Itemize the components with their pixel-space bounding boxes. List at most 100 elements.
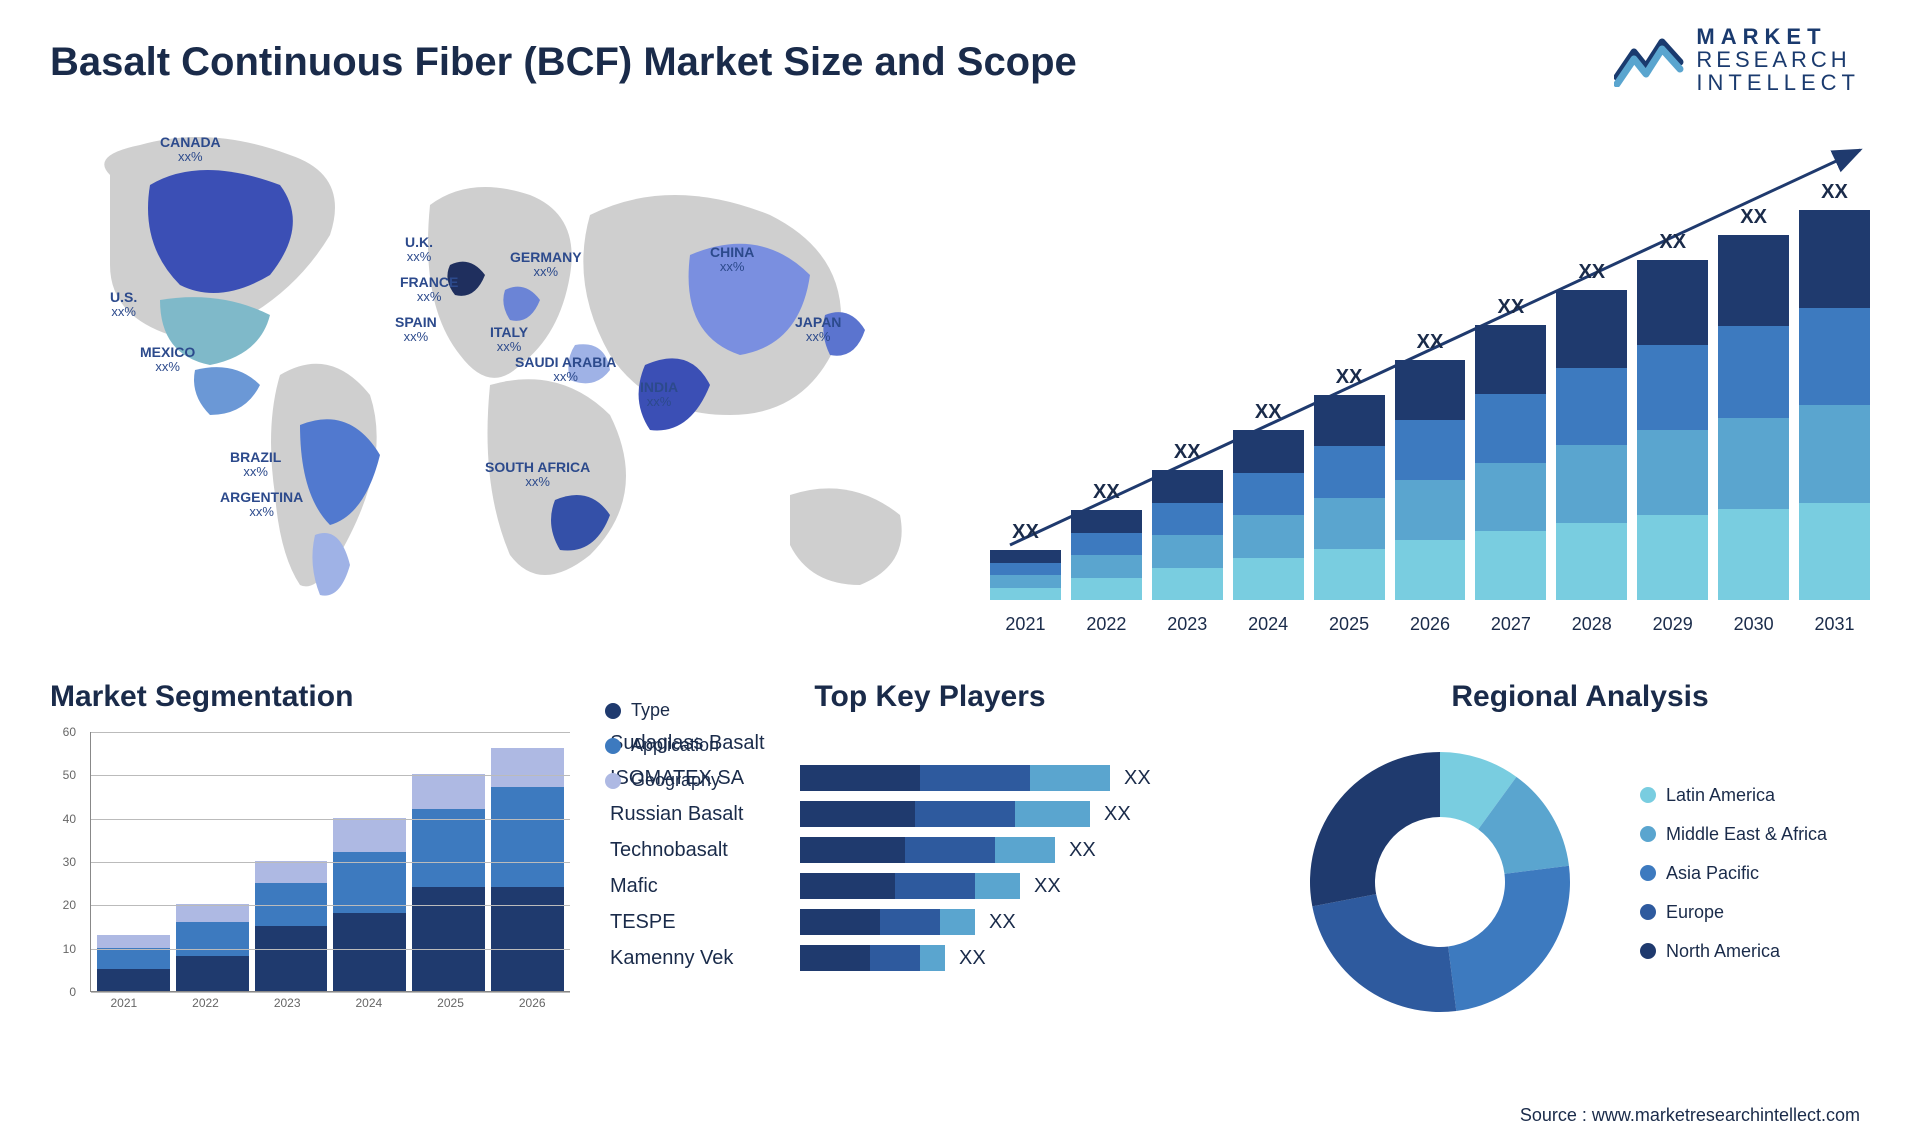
donut-slice <box>1310 752 1440 906</box>
logo-mark-icon <box>1614 32 1684 87</box>
growth-year-label: 2024 <box>1233 614 1304 635</box>
map-label-spain: SPAINxx% <box>395 315 437 345</box>
player-name: Kamenny Vek <box>610 947 800 970</box>
seg-legend-item: Application <box>605 735 720 756</box>
growth-bar-2024: XX <box>1233 401 1304 600</box>
player-bar <box>800 837 1055 863</box>
map-label-brazil: BRAZILxx% <box>230 450 281 480</box>
growth-bar-2029: XX <box>1637 231 1708 600</box>
growth-bar-2026: XX <box>1395 331 1466 600</box>
player-value: XX <box>1104 803 1131 826</box>
growth-year-label: 2023 <box>1152 614 1223 635</box>
segmentation-title: Market Segmentation <box>50 680 570 714</box>
map-label-u-s-: U.S.xx% <box>110 290 137 320</box>
seg-year-label: 2024 <box>331 996 407 1010</box>
growth-year-label: 2021 <box>990 614 1061 635</box>
seg-ytick: 50 <box>63 768 76 782</box>
growth-bar-2022: XX <box>1071 481 1142 600</box>
growth-bar-value: XX <box>1012 521 1039 544</box>
seg-bar-2026 <box>491 748 564 991</box>
segmentation-legend: TypeApplicationGeography <box>605 700 720 805</box>
player-bar <box>800 945 945 971</box>
growth-bar-value: XX <box>1578 261 1605 284</box>
growth-bar-value: XX <box>1336 366 1363 389</box>
map-label-argentina: ARGENTINAxx% <box>220 490 303 520</box>
growth-bar-2028: XX <box>1556 261 1627 600</box>
regional-legend-item: North America <box>1640 941 1827 962</box>
logo-line3: INTELLECT <box>1696 71 1860 94</box>
regional-title: Regional Analysis <box>1290 680 1870 714</box>
growth-bar-value: XX <box>1417 331 1444 354</box>
regional-legend-item: Asia Pacific <box>1640 863 1827 884</box>
source-attribution: Source : www.marketresearchintellect.com <box>1520 1105 1860 1126</box>
map-label-japan: JAPANxx% <box>795 315 841 345</box>
growth-bar-value: XX <box>1174 441 1201 464</box>
segmentation-chart <box>90 732 570 992</box>
donut-slice <box>1448 866 1570 1011</box>
page-title: Basalt Continuous Fiber (BCF) Market Siz… <box>50 40 1870 85</box>
growth-year-label: 2027 <box>1475 614 1546 635</box>
seg-legend-item: Type <box>605 700 720 721</box>
seg-ytick: 40 <box>63 812 76 826</box>
player-value: XX <box>989 911 1016 934</box>
seg-bar-2025 <box>412 774 485 991</box>
seg-ytick: 0 <box>69 985 76 999</box>
player-row: TESPEXX <box>610 909 1250 935</box>
player-value: XX <box>1034 875 1061 898</box>
map-label-u-k-: U.K.xx% <box>405 235 433 265</box>
map-label-south-africa: SOUTH AFRICAxx% <box>485 460 590 490</box>
map-label-china: CHINAxx% <box>710 245 754 275</box>
map-label-mexico: MEXICOxx% <box>140 345 195 375</box>
map-label-saudi-arabia: SAUDI ARABIAxx% <box>515 355 616 385</box>
seg-bar-2023 <box>255 861 328 991</box>
growth-year-label: 2022 <box>1071 614 1142 635</box>
growth-year-label: 2026 <box>1395 614 1466 635</box>
growth-bar-2025: XX <box>1314 366 1385 600</box>
seg-bar-2021 <box>97 935 170 991</box>
player-value: XX <box>1069 839 1096 862</box>
player-row: Mafic XX <box>610 873 1250 899</box>
regional-legend-item: Europe <box>1640 902 1827 923</box>
donut-slice <box>1312 894 1456 1012</box>
seg-ytick: 30 <box>63 855 76 869</box>
seg-year-label: 2026 <box>494 996 570 1010</box>
logo-line2: RESEARCH <box>1696 48 1860 71</box>
regional-legend-item: Middle East & Africa <box>1640 824 1827 845</box>
growth-bar-value: XX <box>1255 401 1282 424</box>
player-row: Technobasalt XX <box>610 837 1250 863</box>
seg-ytick: 10 <box>63 942 76 956</box>
growth-bar-2021: XX <box>990 521 1061 600</box>
growth-bar-value: XX <box>1498 296 1525 319</box>
seg-year-label: 2023 <box>249 996 325 1010</box>
growth-bar-value: XX <box>1093 481 1120 504</box>
growth-bar-value: XX <box>1659 231 1686 254</box>
growth-year-label: 2028 <box>1556 614 1627 635</box>
map-label-germany: GERMANYxx% <box>510 250 582 280</box>
market-growth-chart: XX XX XX XX XX XX XX XX XX XX XX 2021 2022 2023 2024 2… <box>990 115 1870 635</box>
player-bar <box>800 765 1110 791</box>
growth-bar-value: XX <box>1740 206 1767 229</box>
seg-year-label: 2025 <box>413 996 489 1010</box>
growth-bar-value: XX <box>1821 181 1848 204</box>
world-map: CANADAxx%U.S.xx%MEXICOxx%BRAZILxx%ARGENT… <box>50 115 950 635</box>
map-label-france: FRANCExx% <box>400 275 458 305</box>
player-name: Technobasalt <box>610 839 800 862</box>
growth-year-label: 2025 <box>1314 614 1385 635</box>
brand-logo: MARKET RESEARCH INTELLECT <box>1614 25 1860 94</box>
segmentation-panel: Market Segmentation 0102030405060 202120… <box>50 680 570 1010</box>
growth-bar-2031: XX <box>1799 181 1870 600</box>
regional-legend-item: Latin America <box>1640 785 1827 806</box>
logo-line1: MARKET <box>1696 25 1860 48</box>
world-map-svg <box>50 115 950 635</box>
player-name: Russian Basalt <box>610 803 800 826</box>
growth-year-label: 2029 <box>1637 614 1708 635</box>
player-bar <box>800 909 975 935</box>
growth-year-label: 2030 <box>1718 614 1789 635</box>
map-label-india: INDIAxx% <box>640 380 678 410</box>
player-bar <box>800 801 1090 827</box>
player-bar <box>800 873 1020 899</box>
seg-year-label: 2022 <box>168 996 244 1010</box>
player-name: Mafic <box>610 875 800 898</box>
player-row: Kamenny VekXX <box>610 945 1250 971</box>
regional-legend: Latin America Middle East & Africa Asia Pa… <box>1640 785 1827 980</box>
